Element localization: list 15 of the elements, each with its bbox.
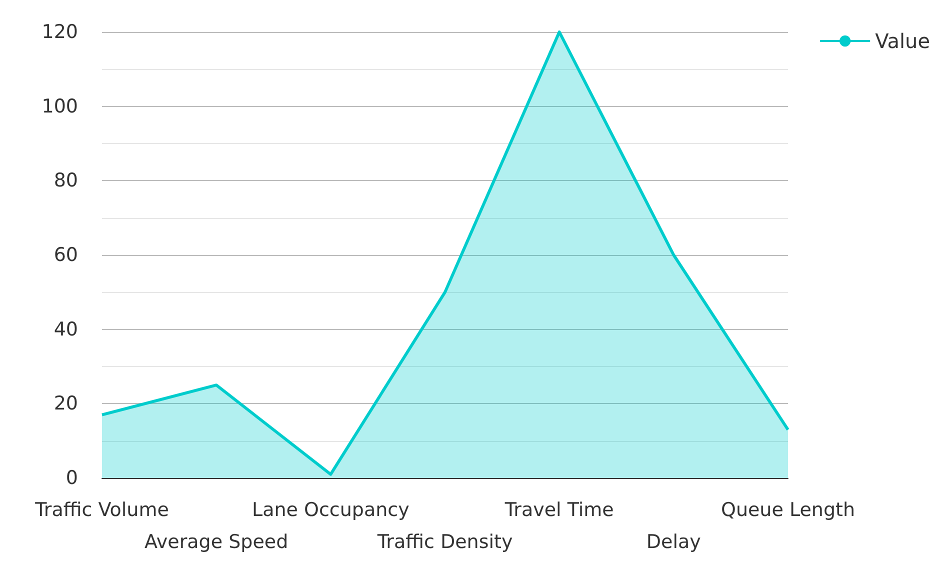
x-tick-label: Traffic Volume (34, 499, 169, 521)
y-tick-label: 0 (66, 467, 78, 489)
y-tick-label: 100 (42, 95, 78, 118)
y-tick-label: 80 (54, 170, 78, 192)
y-tick-label: 60 (54, 244, 78, 266)
x-tick-label: Lane Occupancy (252, 499, 410, 521)
x-tick-label: Queue Length (721, 499, 855, 521)
legend-label: Value (875, 29, 930, 53)
x-tick-label: Delay (646, 531, 701, 553)
x-tick-label: Average Speed (144, 531, 288, 553)
x-tick-label: Traffic Density (376, 531, 513, 553)
y-tick-label: 20 (54, 392, 78, 415)
y-tick-label: 120 (42, 21, 78, 43)
x-tick-label: Travel Time (504, 499, 614, 521)
y-tick-label: 40 (54, 318, 78, 340)
